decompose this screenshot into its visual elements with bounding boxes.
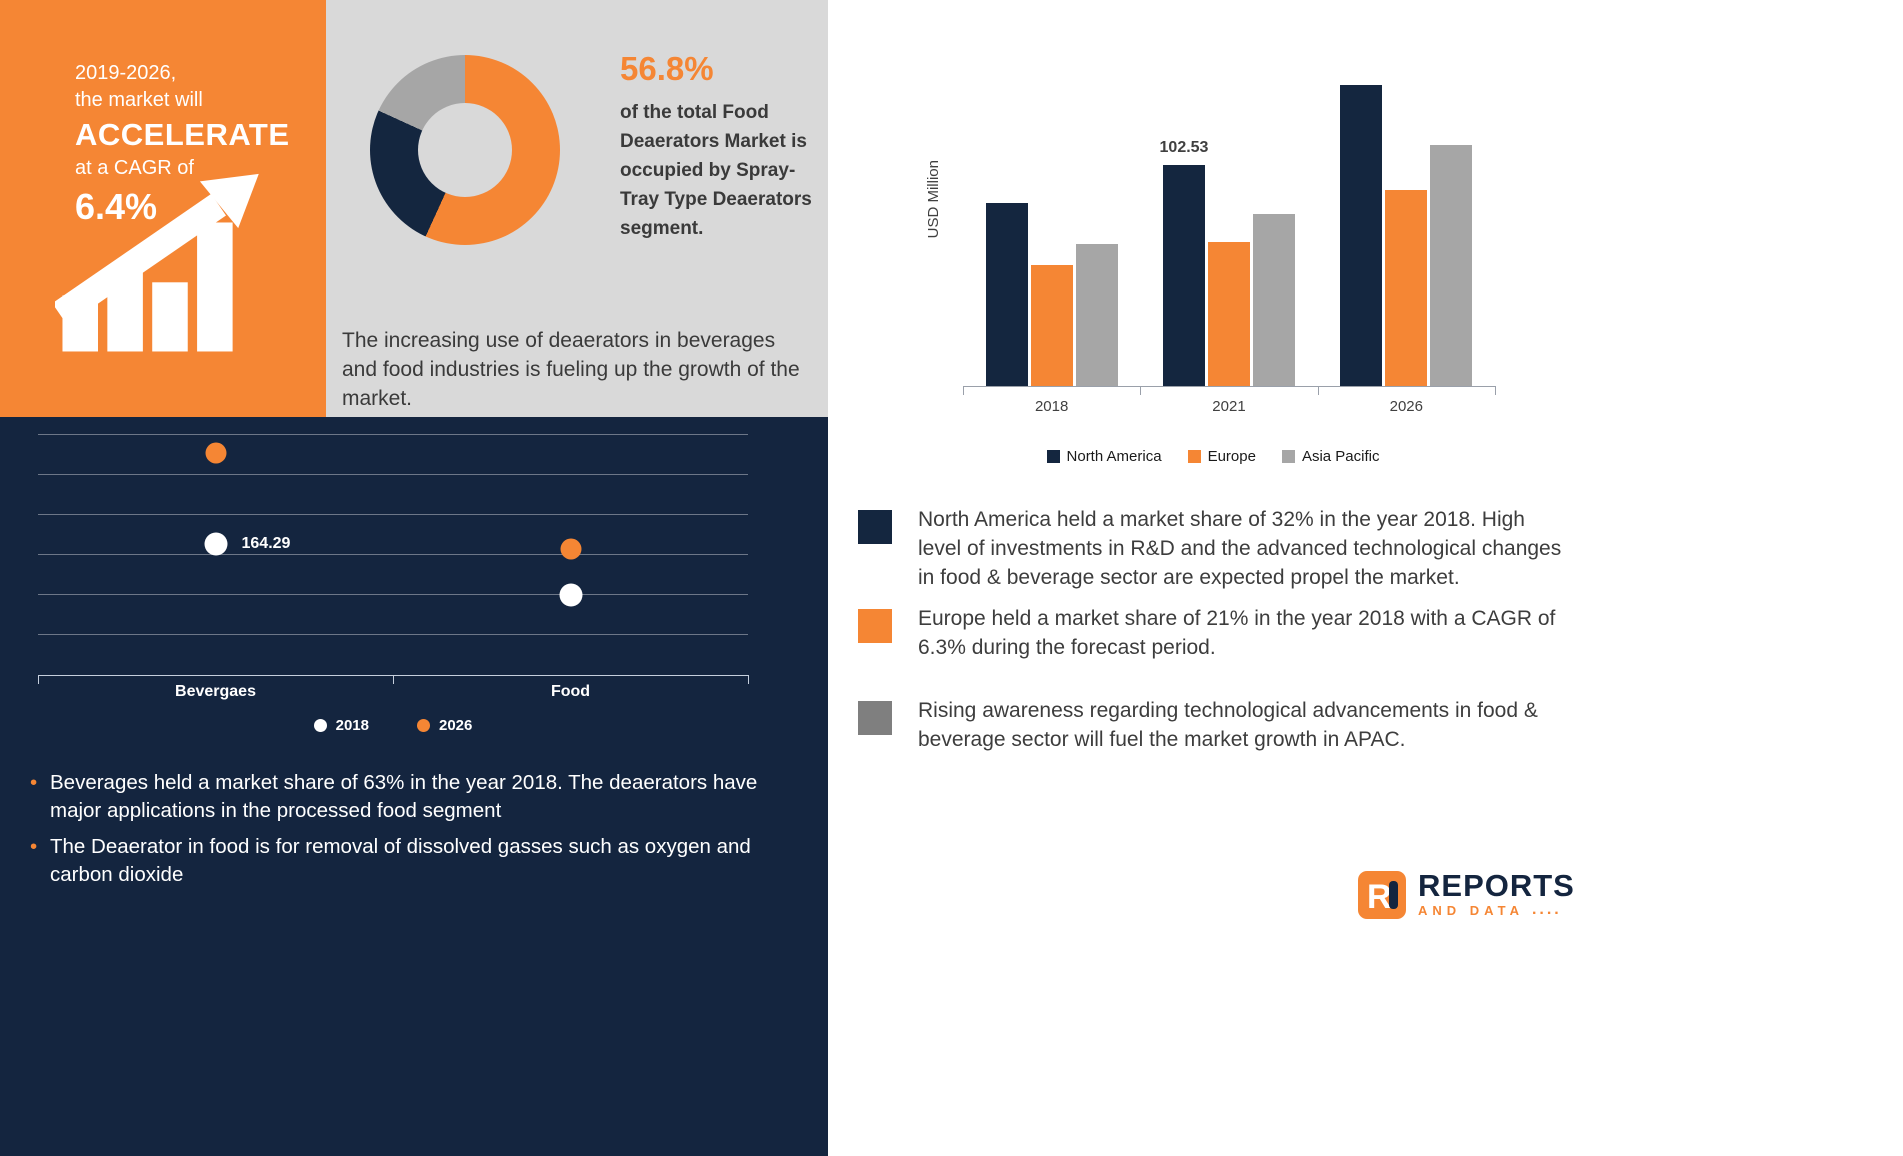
x-axis-tick bbox=[963, 386, 964, 395]
bar-chart-legend: North America Europe Asia Pacific bbox=[923, 448, 1503, 465]
grid-line bbox=[38, 554, 748, 555]
cagr-value: 6.4% bbox=[75, 186, 158, 227]
svg-text:R: R bbox=[1367, 878, 1392, 916]
insight-text: Rising awareness regarding technological… bbox=[918, 699, 1538, 751]
bar-north-america bbox=[1340, 84, 1383, 386]
legend-swatch bbox=[1046, 450, 1060, 463]
logo-subtitle: AND DATA bbox=[1418, 902, 1524, 918]
bar-axis-category: 2026 bbox=[1389, 398, 1423, 415]
x-axis-tick bbox=[393, 675, 394, 684]
bar-chart-plot: 102.53 bbox=[963, 63, 1496, 395]
legend-label: 2026 bbox=[439, 717, 473, 734]
reports-and-data-logo-icon: R bbox=[1358, 870, 1406, 919]
cagr-text-block: 2019-2026, the market will ACCELERATE at… bbox=[75, 60, 290, 228]
bar-chart-xlabels: 2018 2021 2026 bbox=[963, 398, 1495, 415]
north-america-swatch bbox=[858, 510, 892, 544]
bar-axis-category: 2018 bbox=[1034, 398, 1069, 415]
logo-subrow: AND DATA .... bbox=[1418, 901, 1575, 919]
apac-swatch bbox=[858, 701, 892, 735]
europe-swatch bbox=[858, 609, 892, 643]
cagr-caption: at a CAGR of bbox=[75, 157, 194, 179]
grid-line bbox=[38, 634, 748, 636]
bar-north-america bbox=[985, 202, 1028, 386]
bar-axis-category: 2021 bbox=[1212, 398, 1246, 415]
legend-label: Europe bbox=[1207, 448, 1256, 465]
dot-axis-category: Food bbox=[550, 683, 591, 700]
legend-swatch bbox=[1281, 450, 1295, 463]
dot-value-label: 164.29 bbox=[241, 534, 291, 552]
x-axis-tick bbox=[748, 675, 749, 684]
segment-panel: 164.29 Bevergaes Food 2018 2026 Beverages … bbox=[0, 417, 828, 1156]
cagr-years: 2019-2026, bbox=[75, 62, 177, 84]
legend-swatch bbox=[417, 719, 430, 732]
legend-label: North America bbox=[1066, 448, 1162, 465]
legend-item-2018: 2018 bbox=[313, 717, 369, 734]
donut-hole bbox=[418, 103, 512, 197]
x-axis-tick bbox=[1140, 386, 1142, 395]
bar-europe bbox=[1207, 241, 1250, 386]
insight-text: Europe held a market share of 21% in the… bbox=[918, 607, 1556, 659]
bar-asia-pacific bbox=[1252, 213, 1295, 386]
bar-europe bbox=[1030, 265, 1073, 386]
bar-value-label: 102.53 bbox=[1159, 139, 1209, 157]
stat-caption: of the total Food Deaerators Market is o… bbox=[620, 102, 812, 239]
legend-label: 2018 bbox=[335, 717, 369, 734]
market-growth-note: The increasing use of deaerators in beve… bbox=[342, 329, 800, 410]
insight-apac: Rising awareness regarding technological… bbox=[858, 696, 1563, 754]
bar-asia-pacific bbox=[1430, 144, 1473, 386]
insight-north-america: North America held a market share of 32%… bbox=[858, 505, 1563, 592]
legend-label: Asia Pacific bbox=[1301, 448, 1380, 465]
y-axis-label: USD Million bbox=[925, 160, 942, 239]
legend-swatch bbox=[313, 719, 327, 732]
dot-plot-area: 164.29 bbox=[38, 434, 749, 684]
accelerate-headline: ACCELERATE bbox=[75, 117, 290, 152]
insight-text: North America held a market share of 32%… bbox=[918, 508, 1562, 589]
logo-title: REPORTS bbox=[1418, 868, 1575, 903]
x-axis-tick bbox=[38, 675, 39, 684]
logo-dots: .... bbox=[1531, 901, 1562, 918]
bar-group-2021: 102.53 bbox=[1140, 63, 1317, 386]
dot-plot-legend: 2018 2026 bbox=[38, 717, 748, 734]
cagr-panel: 2019-2026, the market will ACCELERATE at… bbox=[0, 0, 326, 417]
dot-axis-category: Bevergaes bbox=[175, 683, 256, 700]
donut-stat-block: 56.8% of the total Food Deaerators Marke… bbox=[620, 50, 820, 243]
reports-and-data-logo: R REPORTS AND DATA .... bbox=[1358, 870, 1575, 919]
bar-group-2018 bbox=[963, 63, 1140, 386]
grid-line bbox=[38, 594, 748, 596]
insight-europe: Europe held a market share of 21% in the… bbox=[858, 604, 1563, 662]
dot-plot-xlabels: Bevergaes Food bbox=[38, 683, 748, 701]
data-point-2026-bevergaes bbox=[205, 442, 226, 464]
bar-north-america: 102.53 bbox=[1160, 139, 1208, 386]
legend-swatch bbox=[1187, 450, 1201, 463]
regional-insights: North America held a market share of 32%… bbox=[858, 505, 1563, 754]
data-point-2018-bevergaes bbox=[204, 532, 227, 556]
grid-line bbox=[38, 514, 748, 516]
bar-europe bbox=[1385, 190, 1428, 386]
regional-bar-chart: USD Million 102.53 2018 2021 2026 North Am… bbox=[923, 45, 1503, 465]
logo-wordmark: REPORTS AND DATA .... bbox=[1418, 870, 1575, 919]
legend-item-asia-pacific: Asia Pacific bbox=[1281, 448, 1380, 465]
grid-line bbox=[38, 474, 748, 475]
legend-item-2026: 2026 bbox=[417, 717, 472, 734]
donut-chart bbox=[370, 55, 560, 245]
x-axis-tick bbox=[1317, 386, 1319, 395]
data-point-2018-food bbox=[559, 583, 582, 607]
legend-item-europe: Europe bbox=[1187, 448, 1256, 465]
bar-asia-pacific bbox=[1075, 243, 1118, 386]
bar-group-2026 bbox=[1318, 63, 1495, 386]
donut-panel: 56.8% of the total Food Deaerators Marke… bbox=[326, 0, 828, 417]
data-point-2026-food bbox=[560, 538, 581, 560]
legend-item-north-america: North America bbox=[1046, 448, 1162, 465]
segment-bullet-list: Beverages held a market share of 63% in … bbox=[26, 769, 774, 897]
grid-line bbox=[38, 434, 748, 435]
segment-bullet: Beverages held a market share of 63% in … bbox=[26, 769, 774, 824]
growth-chart-icon bbox=[52, 158, 270, 358]
stat-number: 56.8% bbox=[620, 50, 714, 87]
x-axis-tick bbox=[1495, 386, 1496, 395]
segment-bullet: The Deaerator in food is for removal of … bbox=[26, 833, 774, 888]
regional-panel: USD Million 102.53 2018 2021 2026 North Am… bbox=[828, 0, 1903, 1156]
cagr-lead: the market will bbox=[75, 89, 203, 111]
